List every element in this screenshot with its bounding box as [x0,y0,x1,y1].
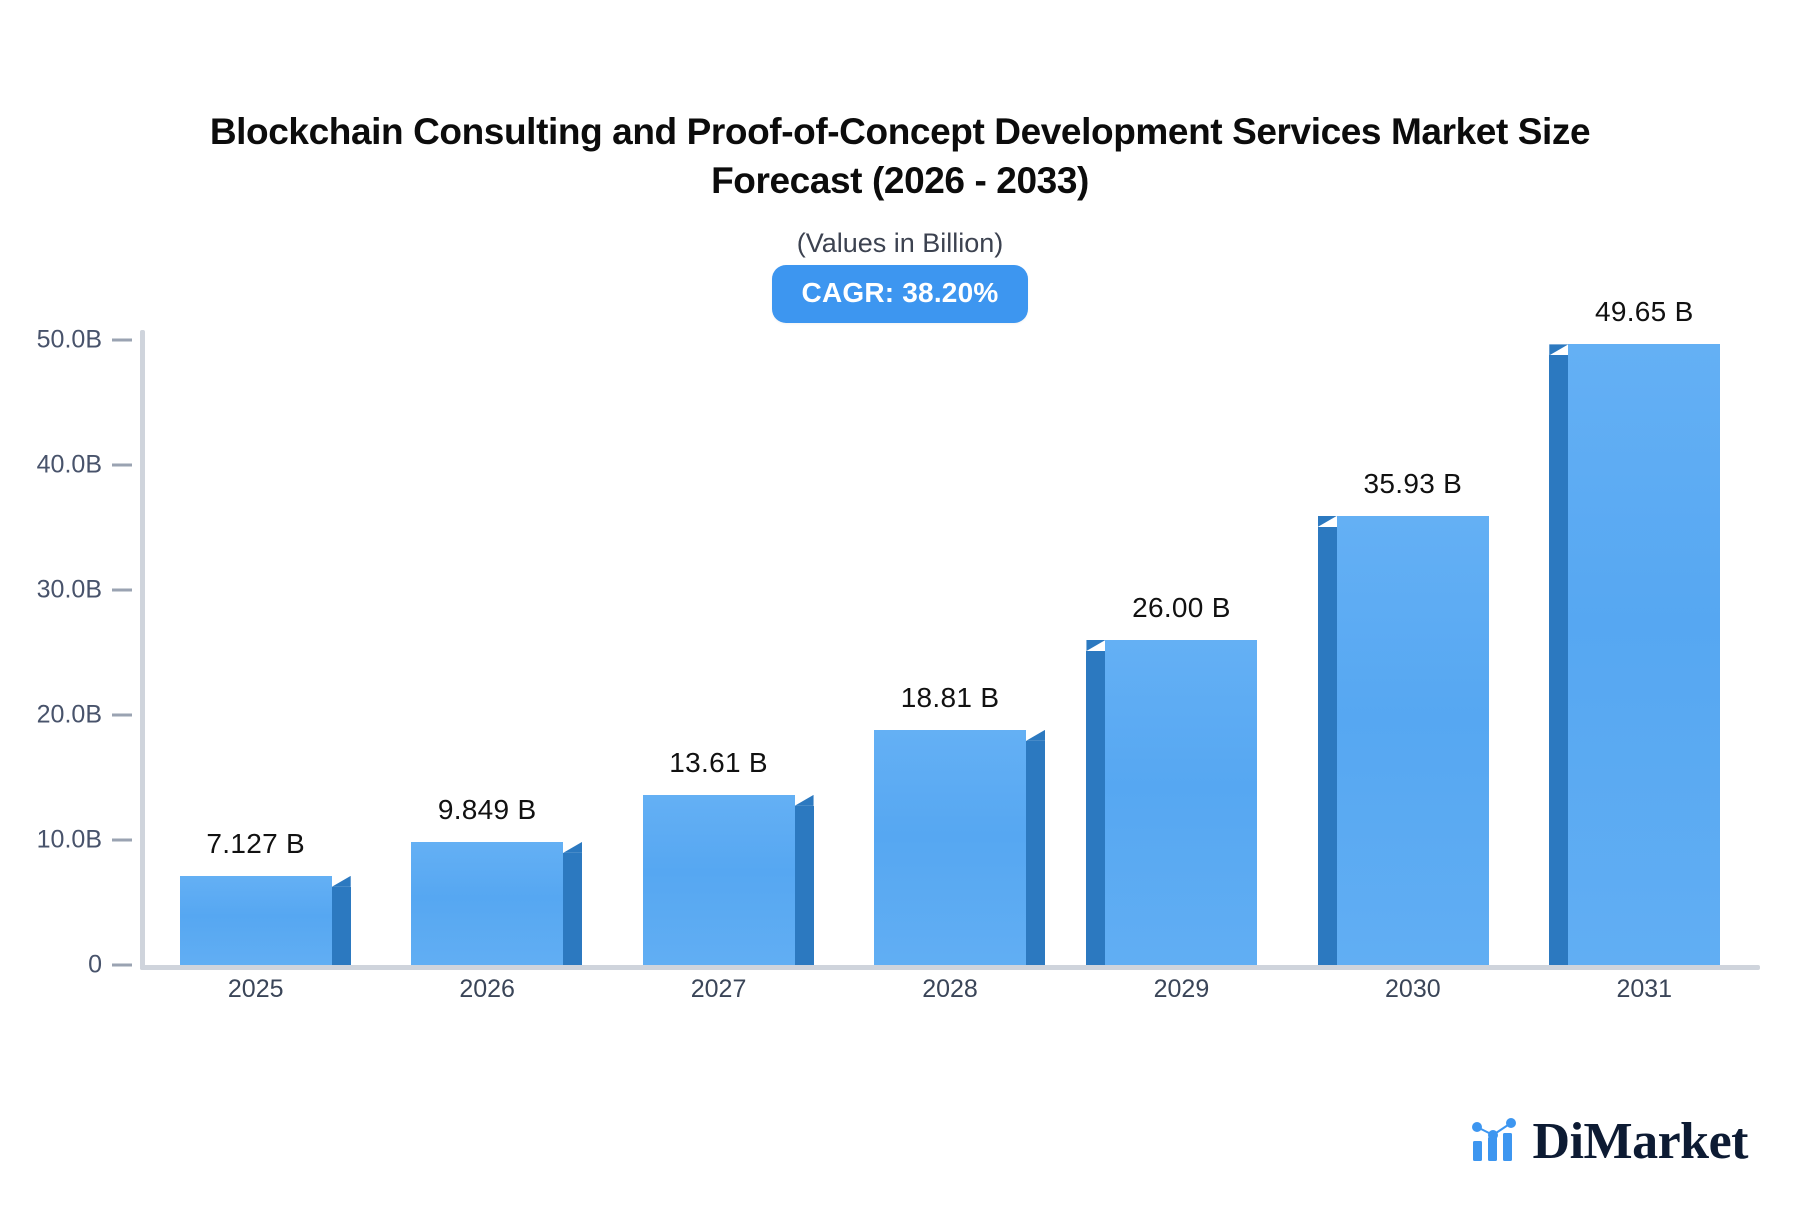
bar-2030[interactable]: 35.93 B [1317,468,1489,965]
bar-face [874,729,1026,965]
y-tick-label: 10.0B [36,825,102,854]
bar-depth-side [563,852,583,965]
x-axis-label-2030: 2030 [1385,975,1441,1003]
bar-depth-cap [563,841,583,853]
bar-value-label: 18.81 B [900,681,1000,713]
bar-depth-cap [1086,640,1106,651]
bar-depth-side [1086,651,1106,965]
y-tick-label: 50.0B [36,325,102,354]
bar-depth-cap [1026,729,1045,741]
y-tick-mark [112,463,132,467]
bar-2029[interactable]: 26.00 B [1086,592,1258,965]
brand-name: DiMarket [1532,1112,1749,1170]
chart-subtitle: (Values in Billion) [796,228,1004,258]
x-axis-label-2027: 2027 [690,975,747,1003]
bar-2025[interactable]: 7.127 B [179,828,351,965]
bar-2028[interactable]: 18.81 B [874,682,1045,965]
bar-depth-side [331,886,351,965]
y-tick-mark [112,588,132,592]
x-axis-label-2031: 2031 [1616,975,1673,1003]
bar-depth-cap [1317,515,1337,527]
y-tick-40.0B: 40.0B [0,451,140,480]
y-tick-mark [112,838,132,842]
bar-2026[interactable]: 9.849 B [411,794,583,965]
plot-area: 0 10.0B 20.0B 30.0B 40.0B 50.0B 7.127 B 9.849 … [37,296,1760,979]
bar-2027[interactable]: 13.61 B [642,747,814,965]
x-axis-label-2028: 2028 [922,975,978,1003]
bar-face [1105,640,1258,965]
bar-value-label: 49.65 B [1594,296,1694,328]
bar-depth-cap [331,875,351,887]
y-tick-label: 40.0B [36,450,102,479]
y-tick-10.0B: 10.0B [0,826,140,855]
y-tick-label: 30.0B [36,575,102,604]
bar-depth-cap [1549,344,1569,356]
bar-2031[interactable]: 49.65 B [1549,296,1721,965]
bar-face [1336,515,1489,965]
bar-depth-cap [794,794,814,806]
y-tick-20.0B: 20.0B [0,701,140,730]
brand-logo: DiMarket [1469,1112,1749,1170]
bar-chart-logo-icon [1469,1115,1521,1168]
bar-face [1568,344,1721,965]
y-tick-mark [112,963,132,967]
y-tick-50.0B: 50.0B [0,326,140,355]
y-tick-mark [112,713,132,717]
bar-value-label: 13.61 B [669,746,768,778]
x-axis-label-2026: 2026 [459,975,515,1003]
x-axis-label-2029: 2029 [1153,975,1210,1003]
cagr-badge: CAGR: 38.20% [771,265,1029,323]
y-axis-line [140,330,145,970]
bar-series: 7.127 B 9.849 B 13.61 B 18.81 B 26.00 B 35.93… [140,296,1760,965]
x-axis-labels: 2025 2026 2027 2028 2029 2030 2031 [140,975,1760,1015]
bar-value-label: 9.849 B [437,793,537,825]
bar-value-label: 35.93 B [1363,467,1463,499]
y-tick-label: 0 [88,950,102,979]
bar-face [179,875,332,965]
bar-value-label: 7.127 B [206,827,306,859]
y-tick-30.0B: 30.0B [0,576,140,605]
x-axis-line [140,965,1760,970]
bar-face [642,794,795,965]
y-tick-mark [112,338,132,342]
bar-face [411,841,564,965]
x-axis-label-2025: 2025 [227,975,284,1003]
y-tick-label: 20.0B [36,700,102,729]
title-block: Blockchain Consulting and Proof-of-Conce… [0,108,1800,206]
y-tick-0: 0 [0,951,140,980]
page-title: Blockchain Consulting and Proof-of-Conce… [209,111,1591,201]
bar-value-label: 26.00 B [1132,592,1231,623]
bar-depth-side [1026,740,1045,965]
bar-depth-side [1317,526,1337,965]
bar-depth-side [794,805,814,965]
bar-depth-side [1549,355,1569,965]
cagr-badge-wrapper: CAGR: 38.20% [0,265,1800,323]
